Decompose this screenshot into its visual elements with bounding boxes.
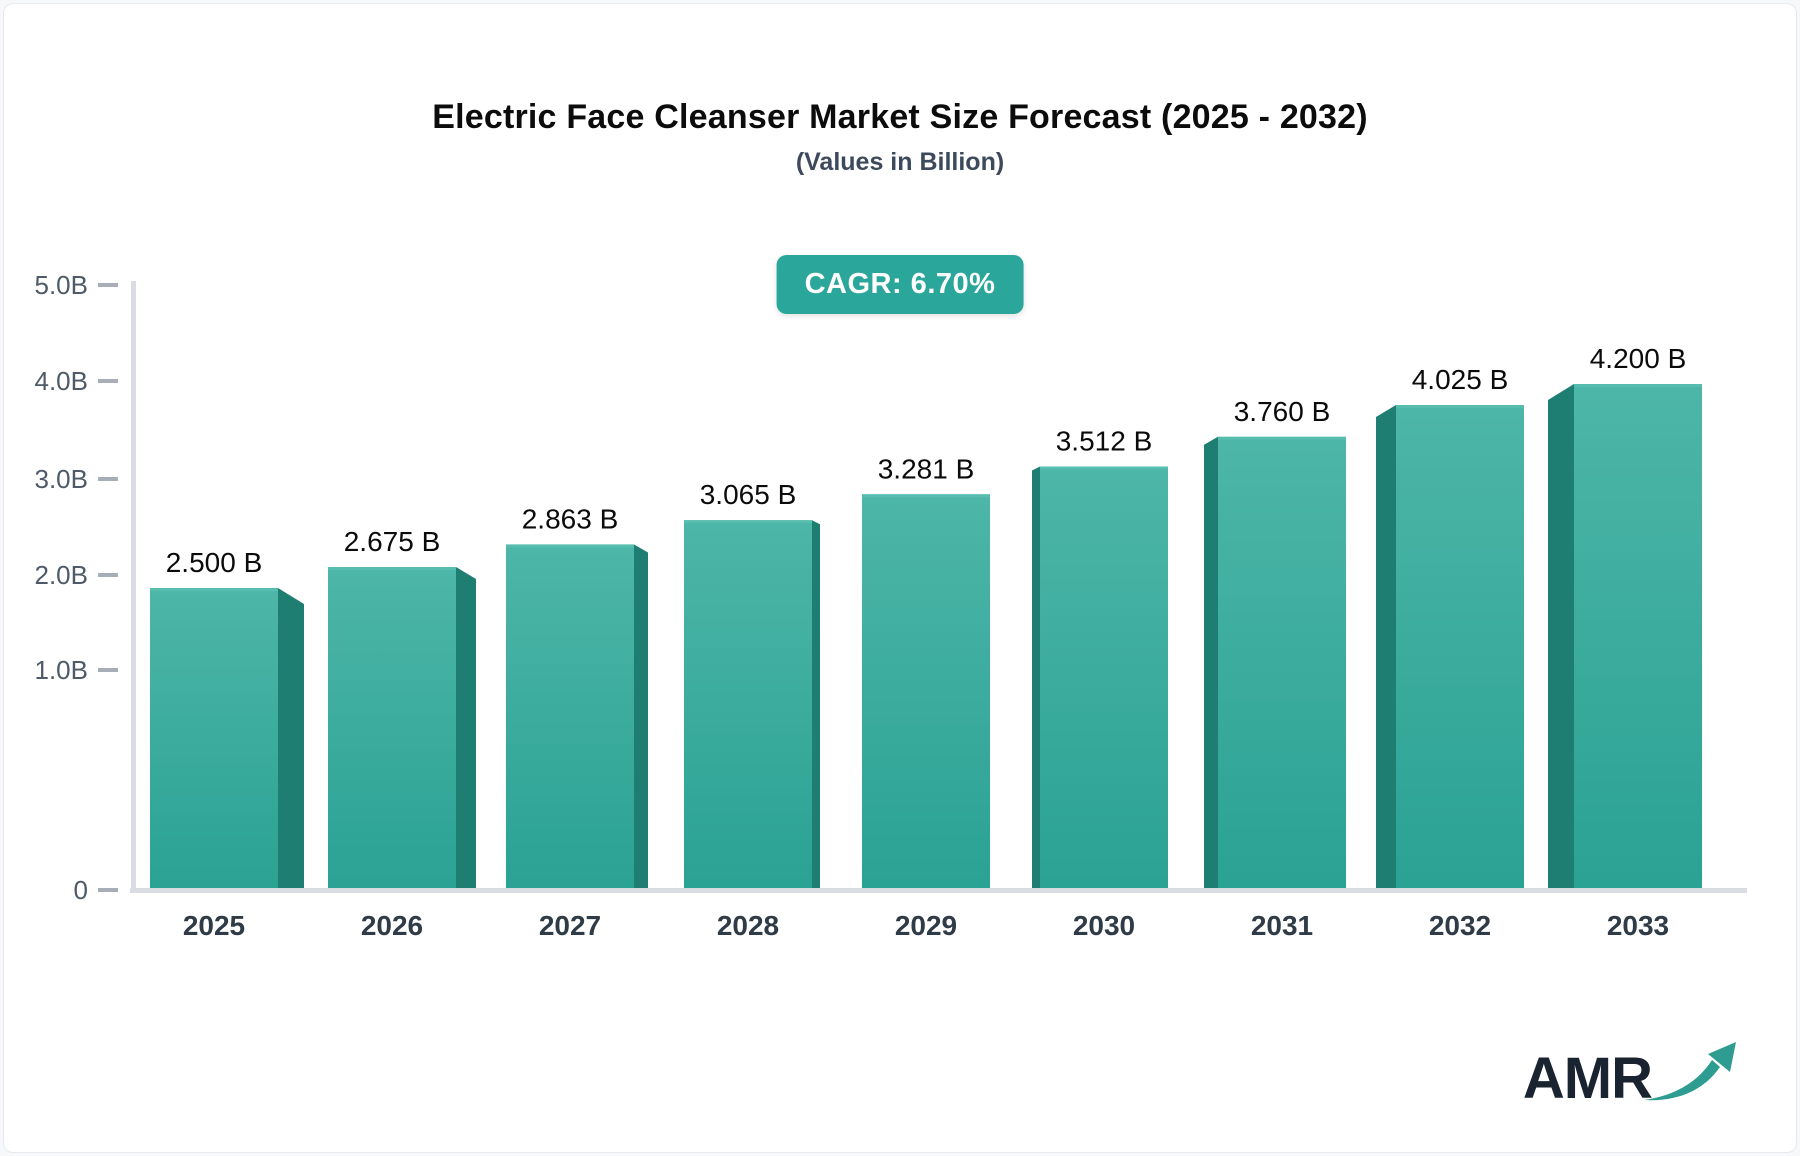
x-tick-label: 2030 [1073, 910, 1135, 941]
bar-top-edge [684, 520, 812, 524]
x-axis-line [130, 888, 1747, 893]
bar-2032 [1396, 405, 1524, 888]
y-tick-mark [98, 477, 118, 481]
bar-2031 [1218, 436, 1346, 888]
chart-title: Electric Face Cleanser Market Size Forec… [432, 98, 1368, 136]
y-tick-label: 3.0B [35, 464, 89, 494]
bar-2026 [328, 567, 456, 888]
y-tick-mark [98, 668, 118, 672]
bar-2025 [150, 588, 278, 888]
bar-top-edge [1574, 384, 1702, 387]
bar-side-face-2028 [812, 520, 820, 888]
x-tick-label: 2031 [1251, 910, 1313, 941]
bar-value-label: 3.512 B [1056, 426, 1153, 457]
amr-logo-text: AMR [1522, 1046, 1653, 1111]
bar-value-label: 2.675 B [344, 526, 441, 557]
cagr-badge: CAGR: 6.70% [776, 255, 1024, 314]
y-tick-label: 5.0B [35, 270, 89, 300]
bar-side-face-2030 [1032, 466, 1040, 888]
bar-side-face-2027 [634, 544, 648, 888]
bar-value-label: 2.863 B [522, 503, 619, 534]
bar-top-edge [506, 544, 634, 548]
y-tick-mark [98, 888, 118, 892]
x-tick-label: 2033 [1607, 910, 1669, 941]
y-tick-mark [98, 379, 118, 383]
y-tick-label: 2.0B [35, 560, 89, 590]
bar-top-edge [328, 567, 456, 570]
bar-2027 [506, 544, 634, 888]
y-axis-line [131, 281, 136, 893]
bar-top-edge [1218, 436, 1346, 440]
x-tick-label: 2026 [361, 910, 423, 941]
bar-top-edge [150, 588, 278, 591]
y-tick-label: 0 [74, 875, 88, 905]
bar-value-label: 4.025 B [1412, 364, 1509, 395]
bar-top-edge [1040, 466, 1168, 470]
y-tick-mark [98, 573, 118, 577]
chart-subtitle: (Values in Billion) [795, 148, 1005, 176]
bar-side-face-2025 [278, 588, 304, 888]
bar-2030 [1040, 466, 1168, 888]
y-tick-label: 1.0B [35, 655, 89, 685]
bar-value-label: 4.200 B [1590, 343, 1687, 374]
bar-side-face-2032 [1376, 405, 1396, 888]
bar-2028 [684, 520, 812, 888]
x-tick-label: 2028 [717, 910, 779, 941]
x-tick-label: 2032 [1429, 910, 1491, 941]
bar-top-edge [862, 494, 990, 498]
bar-side-face-2031 [1204, 436, 1218, 888]
bar-value-label: 3.065 B [700, 479, 797, 510]
x-tick-label: 2027 [539, 910, 601, 941]
bar-side-face-2026 [456, 567, 476, 888]
bar-value-label: 3.760 B [1234, 396, 1331, 427]
bar-value-label: 3.281 B [878, 453, 975, 484]
y-tick-label: 4.0B [35, 366, 89, 396]
bar-2029 [862, 494, 990, 888]
x-tick-label: 2025 [183, 910, 245, 941]
amr-logo: AMR [1523, 1036, 1738, 1108]
x-tick-label: 2029 [895, 910, 957, 941]
logo-trend-arrow-icon [1644, 1042, 1736, 1101]
bar-2033 [1574, 384, 1702, 888]
y-tick-mark [98, 283, 118, 287]
bar-value-label: 2.500 B [166, 547, 263, 578]
bar-side-face-2033 [1548, 384, 1574, 888]
bar-top-edge [1396, 405, 1524, 408]
